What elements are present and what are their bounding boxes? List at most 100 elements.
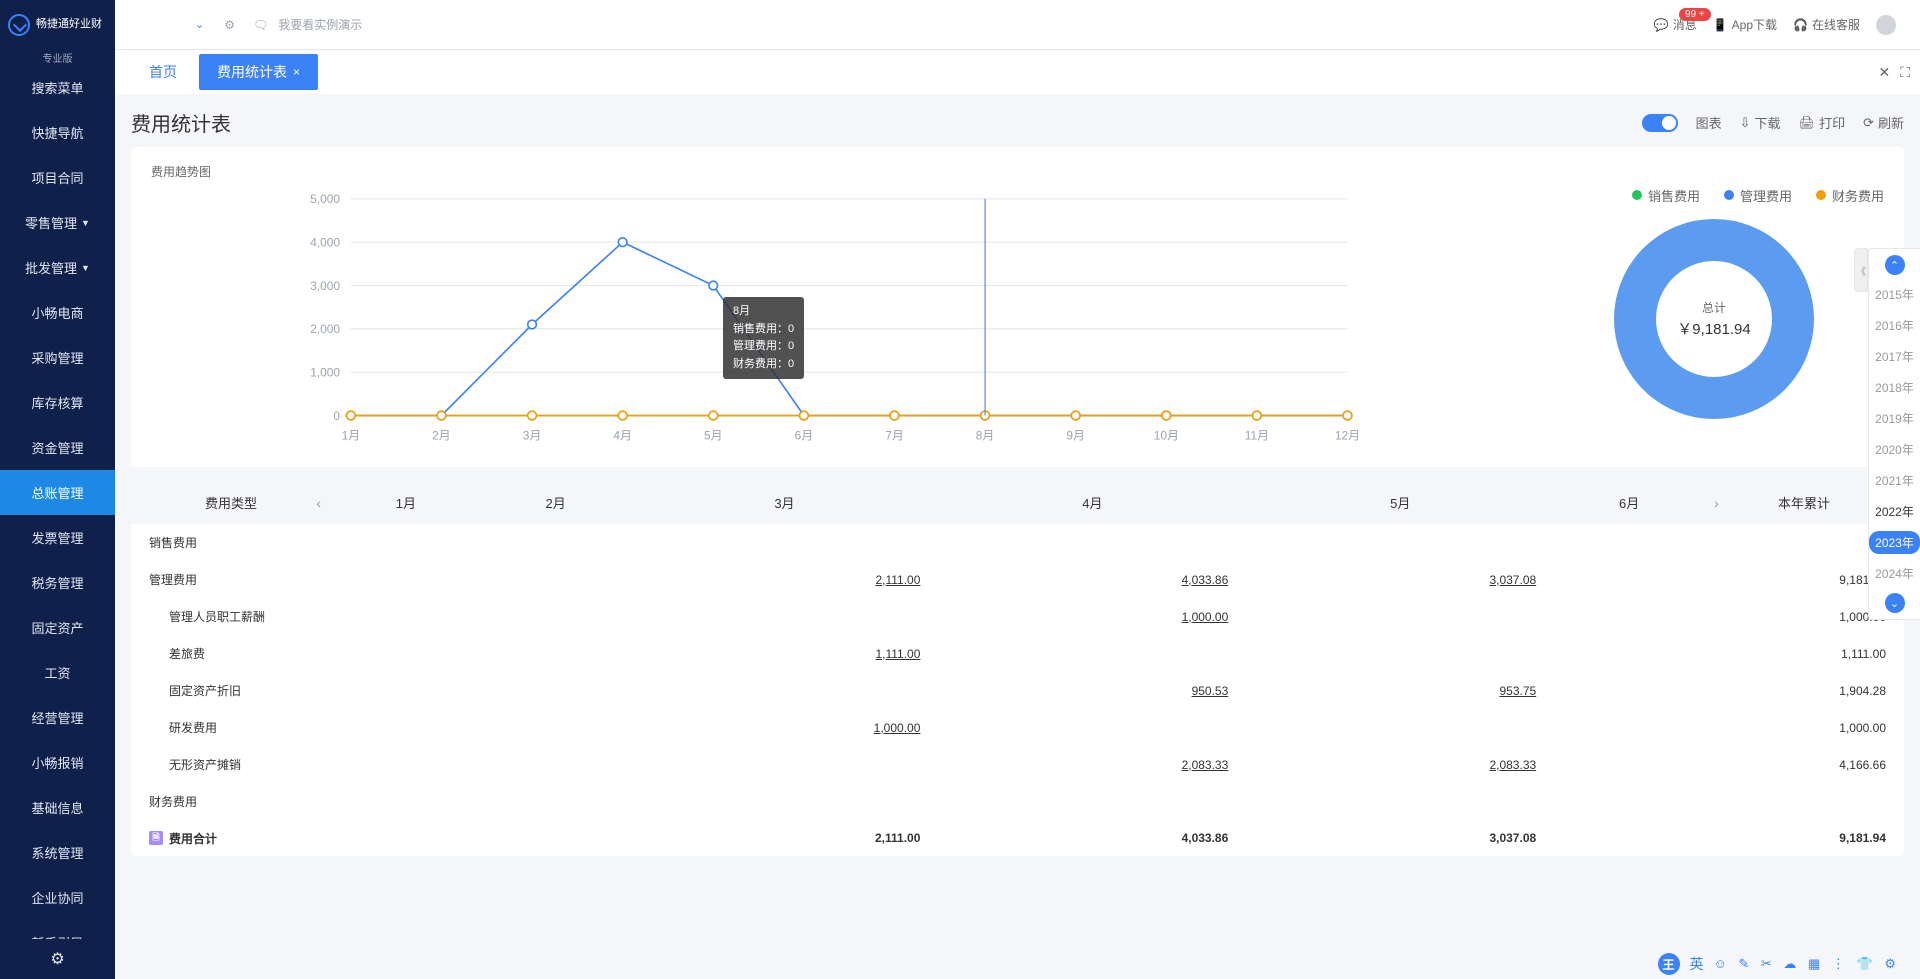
- fullscreen-icon[interactable]: ⛶: [1900, 64, 1910, 81]
- cell: [1554, 709, 1704, 746]
- sidebar-item[interactable]: 零售管理▼: [0, 200, 115, 245]
- svg-text:5,000: 5,000: [310, 192, 340, 206]
- sidebar-item[interactable]: 库存核算: [0, 380, 115, 425]
- year-option[interactable]: 2016年: [1869, 314, 1920, 337]
- sidebar-item[interactable]: 税务管理: [0, 560, 115, 605]
- cell[interactable]: 2,111.00: [631, 561, 939, 598]
- year-option[interactable]: 2021年: [1869, 469, 1920, 492]
- svg-text:9月: 9月: [1066, 428, 1085, 442]
- print-icon: 🖨: [1799, 115, 1816, 131]
- legend-item[interactable]: 财务费用: [1816, 186, 1884, 205]
- sidebar-item[interactable]: 固定资产: [0, 605, 115, 650]
- cell[interactable]: 953.75: [1246, 672, 1554, 709]
- sidebar-item[interactable]: 工资: [0, 650, 115, 695]
- prev-months-icon[interactable]: ‹: [316, 495, 321, 511]
- refresh-icon: ⟳: [1863, 115, 1874, 131]
- tab-expense-report[interactable]: 费用统计表 ×: [199, 54, 318, 90]
- online-service-button[interactable]: 🎧 在线客服: [1793, 16, 1860, 33]
- row-label: 管理人员职工薪酬: [131, 598, 331, 635]
- user-menu[interactable]: [1876, 15, 1900, 35]
- chart-toggle[interactable]: [1642, 114, 1678, 132]
- svg-text:3月: 3月: [523, 428, 542, 442]
- year-up-icon[interactable]: ⌃: [1885, 255, 1905, 275]
- year-option[interactable]: 2023年: [1869, 531, 1920, 554]
- cell[interactable]: 2,083.33: [938, 746, 1246, 783]
- cell: [331, 598, 481, 635]
- table-row: 管理人员职工薪酬1,000.001,000.00: [131, 598, 1904, 635]
- year-option[interactable]: 2020年: [1869, 438, 1920, 461]
- next-months-icon[interactable]: ›: [1714, 495, 1719, 511]
- sidebar-item[interactable]: 快捷导航: [0, 110, 115, 155]
- cell: [331, 672, 481, 709]
- chevron-down-icon: ▼: [81, 218, 90, 228]
- cell[interactable]: 1,111.00: [631, 635, 939, 672]
- year-option[interactable]: 2022年: [1869, 500, 1920, 523]
- year-option[interactable]: 2018年: [1869, 376, 1920, 399]
- cell[interactable]: 4,033.86: [938, 561, 1246, 598]
- sidebar-item[interactable]: 小畅报销: [0, 740, 115, 785]
- sidebar-item[interactable]: 采购管理: [0, 335, 115, 380]
- demo-link[interactable]: 我要看实例演示: [278, 16, 362, 33]
- print-button[interactable]: 🖨 打印: [1799, 113, 1846, 132]
- svg-text:4,000: 4,000: [310, 236, 340, 250]
- sidebar-item[interactable]: 总账管理: [0, 470, 115, 515]
- sidebar-item[interactable]: 新手引导: [0, 920, 115, 939]
- row-total: 1,111.00: [1704, 635, 1904, 672]
- year-option[interactable]: 2017年: [1869, 345, 1920, 368]
- ime-logo-icon[interactable]: 王: [1658, 953, 1680, 975]
- cell[interactable]: 1,000.00: [938, 598, 1246, 635]
- sidebar-item[interactable]: 搜索菜单: [0, 65, 115, 110]
- company-selector[interactable]: ⌄: [135, 15, 214, 34]
- sidebar-item[interactable]: 企业协同: [0, 875, 115, 920]
- cell: [631, 598, 939, 635]
- cell[interactable]: 2,083.33: [1246, 746, 1554, 783]
- sidebar-item[interactable]: 发票管理: [0, 515, 115, 560]
- sidebar-item[interactable]: 基础信息: [0, 785, 115, 830]
- ime-icons[interactable]: ☺ ✎ ✂ ☁ ▦ ⋮ 👕 ⚙: [1714, 956, 1900, 972]
- svg-text:5月: 5月: [704, 428, 723, 442]
- year-down-icon[interactable]: ⌄: [1885, 593, 1905, 613]
- year-option[interactable]: 2019年: [1869, 407, 1920, 430]
- cell: [631, 746, 939, 783]
- year-option[interactable]: 2015年: [1869, 283, 1920, 306]
- gear-icon[interactable]: ⚙: [224, 18, 235, 32]
- cell[interactable]: 1,000.00: [631, 709, 939, 746]
- line-chart: 01,0002,0003,0004,0005,0001月2月3月4月5月6月7月…: [151, 188, 1504, 448]
- svg-text:2月: 2月: [432, 428, 451, 442]
- tab-close-all-icon[interactable]: ✕: [1878, 64, 1890, 81]
- ime-lang[interactable]: 英: [1690, 954, 1704, 974]
- cell[interactable]: 950.53: [938, 672, 1246, 709]
- row-label: 财务费用: [131, 783, 331, 820]
- sidebar-item[interactable]: 资金管理: [0, 425, 115, 470]
- sidebar-item[interactable]: 小畅电商: [0, 290, 115, 335]
- messages-button[interactable]: 💬 消息 99 +: [1654, 16, 1697, 33]
- settings-icon[interactable]: ⚙: [50, 949, 64, 969]
- cell: [938, 524, 1246, 561]
- sidebar-item[interactable]: 系统管理: [0, 830, 115, 875]
- year-rail: ⌃ 2015年 2016年 2017年 2018年 2019年 2020年 2021年 2022…: [1868, 248, 1920, 620]
- cell: [331, 524, 481, 561]
- sidebar-item[interactable]: 项目合同: [0, 155, 115, 200]
- cell: [331, 746, 481, 783]
- row-total: 4,166.66: [1704, 746, 1904, 783]
- cell: [938, 783, 1246, 820]
- download-button[interactable]: ⇩ 下载: [1740, 113, 1781, 132]
- logo-icon: [8, 14, 30, 36]
- chart-legend: 销售费用 管理费用 财务费用: [1632, 186, 1884, 205]
- close-icon[interactable]: ×: [293, 65, 300, 79]
- year-option[interactable]: 2024年: [1869, 562, 1920, 585]
- refresh-button[interactable]: ⟳ 刷新: [1863, 113, 1904, 132]
- sidebar-item[interactable]: 经营管理: [0, 695, 115, 740]
- cell[interactable]: 3,037.08: [1246, 561, 1554, 598]
- sidebar-item[interactable]: 批发管理▼: [0, 245, 115, 290]
- tab-home[interactable]: 首页: [131, 54, 195, 90]
- legend-item[interactable]: 销售费用: [1632, 186, 1700, 205]
- nav-list: 搜索菜单快捷导航项目合同零售管理▼批发管理▼小畅电商采购管理库存核算资金管理总账…: [0, 65, 115, 939]
- cell: [1554, 561, 1704, 598]
- year-rail-toggle[interactable]: 《: [1854, 248, 1868, 292]
- legend-item[interactable]: 管理费用: [1724, 186, 1792, 205]
- legend-dot-icon: [1632, 190, 1642, 200]
- chart-toggle-label: 图表: [1696, 113, 1722, 132]
- row-total: [1704, 783, 1904, 820]
- app-download-button[interactable]: 📱 App下载: [1713, 16, 1777, 33]
